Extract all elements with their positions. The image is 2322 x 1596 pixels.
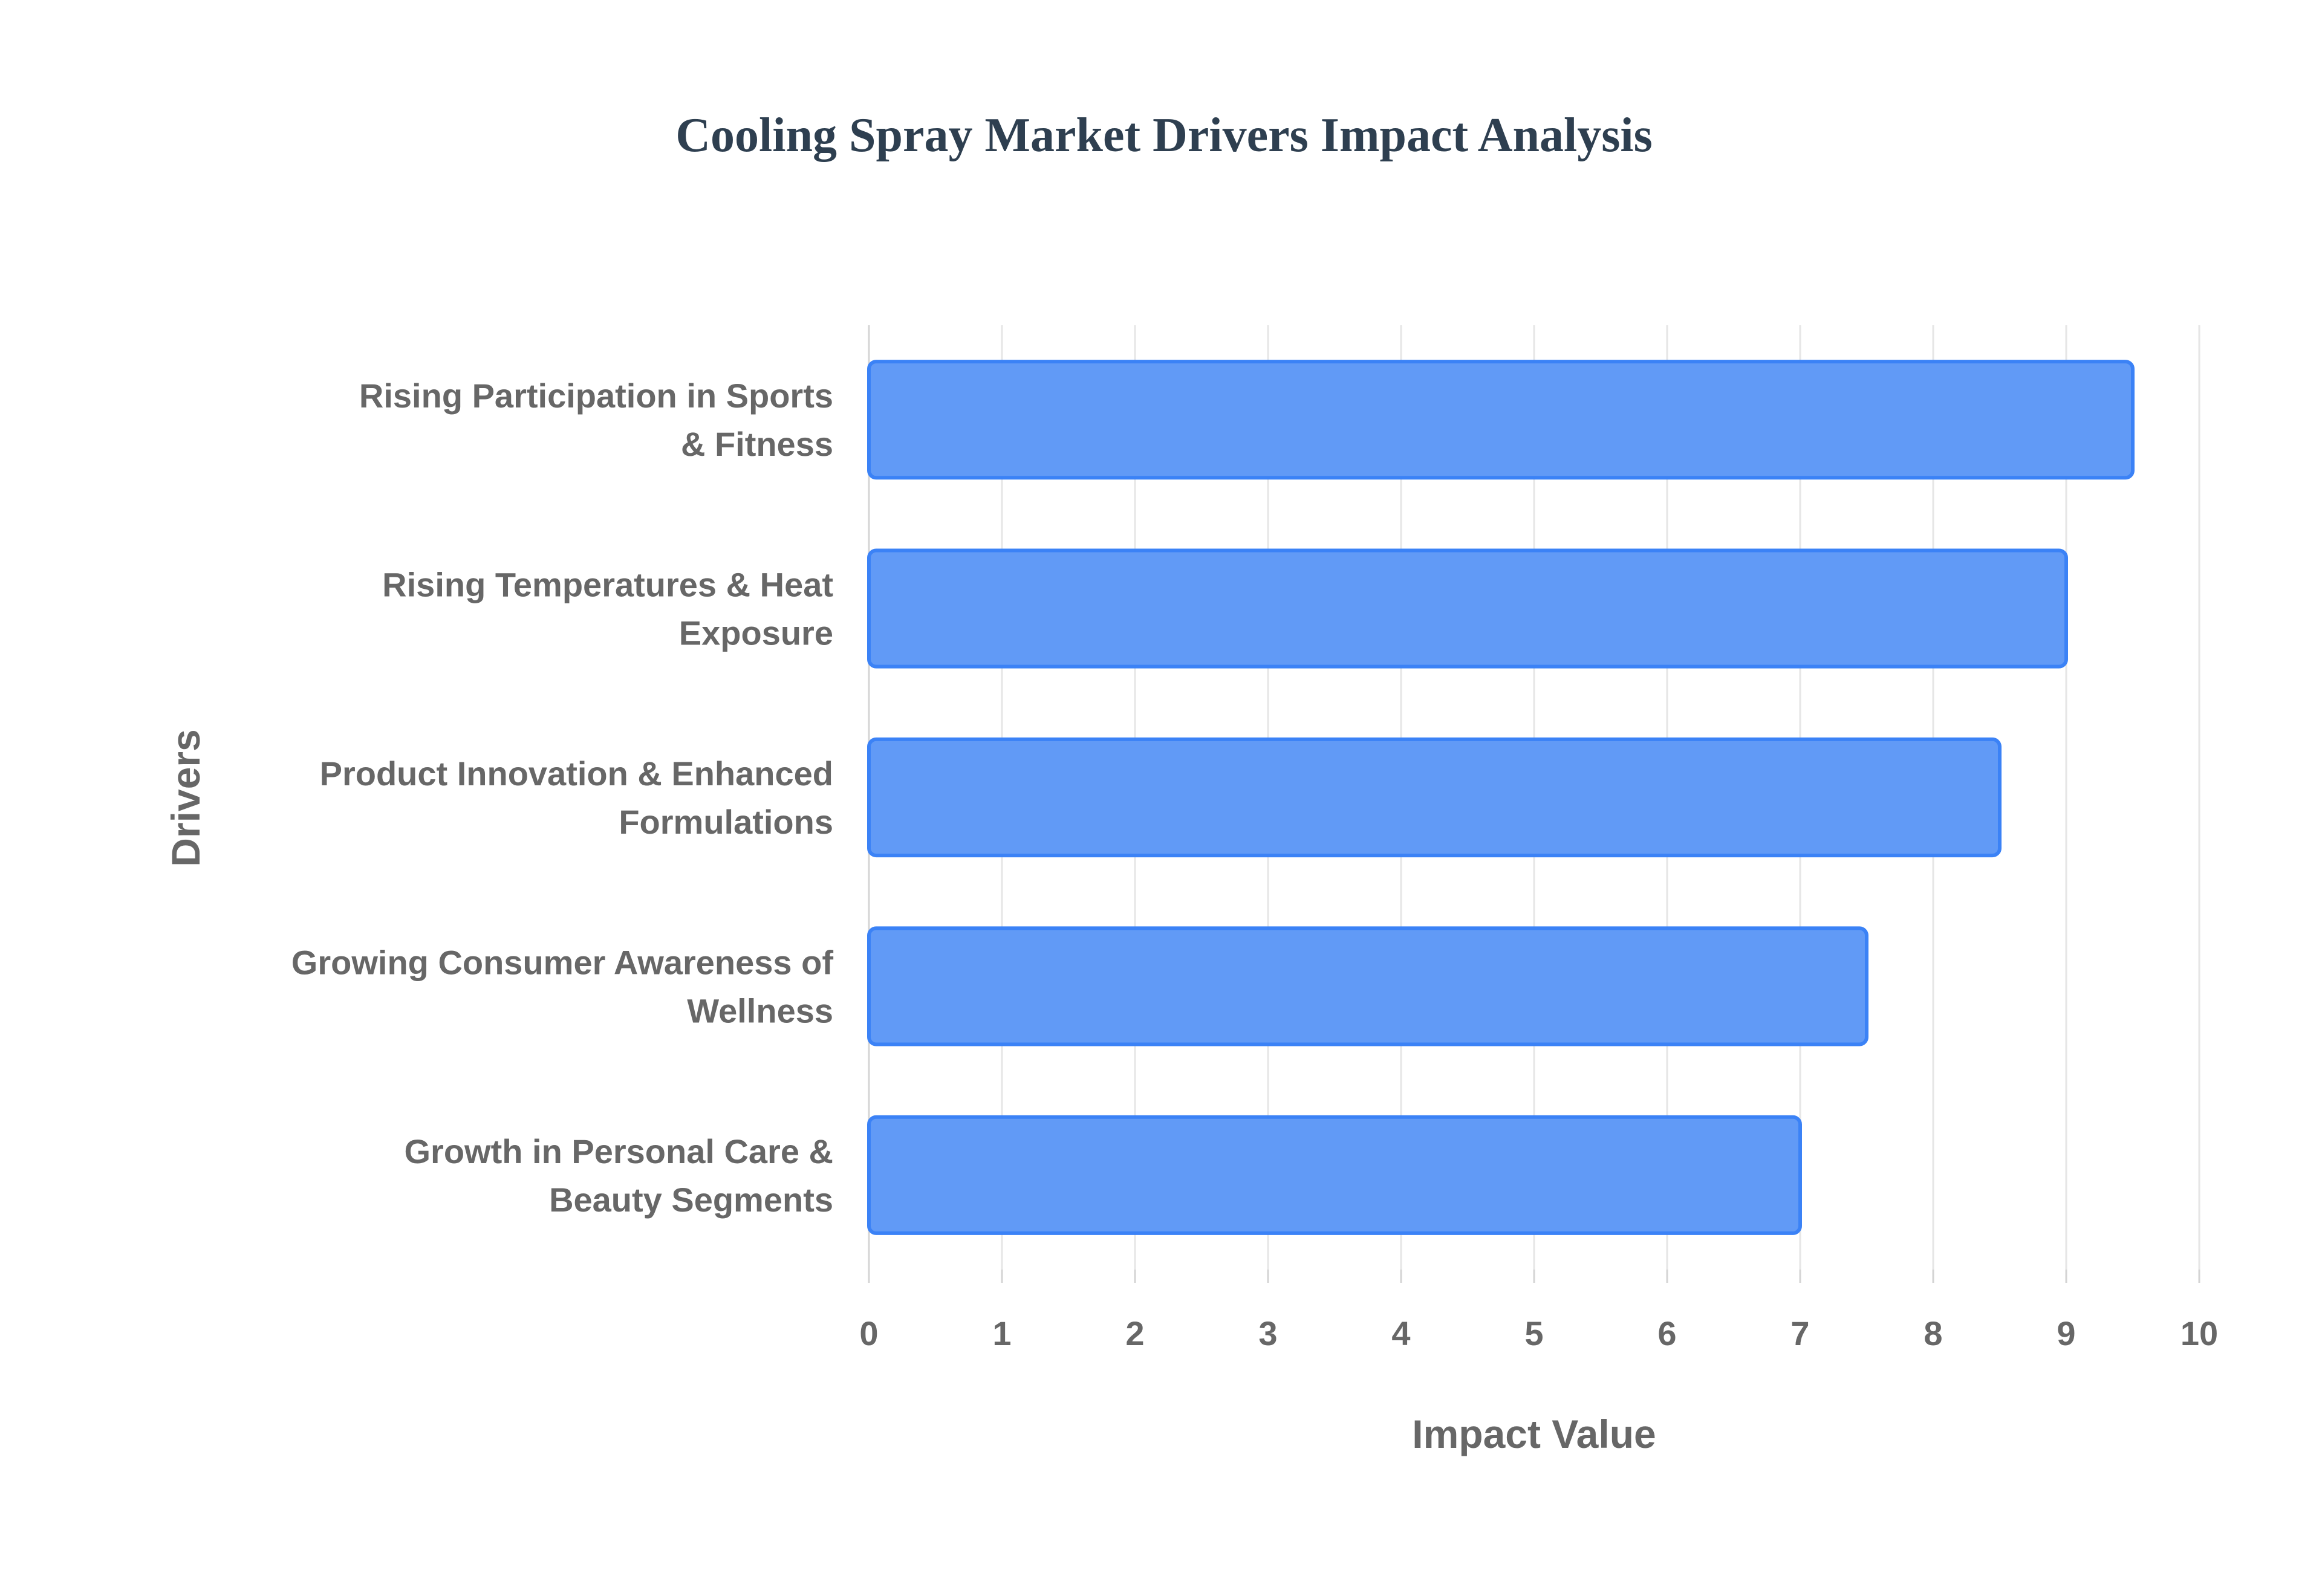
y-category-label-line: Rising Temperatures & Heat (382, 566, 833, 604)
bar (867, 926, 1868, 1046)
x-tick-label: 0 (859, 1314, 878, 1352)
bars (867, 360, 2135, 1235)
x-tick-label: 5 (1524, 1314, 1543, 1352)
y-category-label-line: Formulations (619, 803, 833, 841)
x-tick-label: 10 (2181, 1314, 2218, 1352)
x-tick-label: 4 (1391, 1314, 1410, 1352)
y-category-label-line: & Fitness (681, 425, 833, 463)
y-category-label-line: Growth in Personal Care & (405, 1132, 834, 1170)
chart-title: Cooling Spray Market Drivers Impact Anal… (675, 109, 1653, 162)
y-category-label-line: Wellness (687, 991, 833, 1030)
bar (867, 548, 2068, 669)
y-axis-labels: Rising Participation in Sports & FitnessR… (291, 377, 834, 1219)
x-tick-label: 7 (1790, 1314, 1809, 1352)
y-category-label-line: Beauty Segments (549, 1181, 833, 1219)
x-tick-label: 1 (992, 1314, 1011, 1352)
x-tick-label: 9 (2057, 1314, 2075, 1352)
y-category-label: Rising Temperatures & Heat Exposure (382, 566, 833, 652)
y-category-label: Growing Consumer Awareness of Wellness (291, 943, 834, 1030)
y-category-label-line: Exposure (679, 614, 833, 652)
x-tick-label: 2 (1125, 1314, 1144, 1352)
x-tick-label: 3 (1258, 1314, 1277, 1352)
bar (867, 360, 2135, 480)
y-category-label: Growth in Personal Care & Beauty Segments (405, 1132, 834, 1219)
x-axis-ticks: 0 1 2 3 4 5 6 7 8 9 10 (859, 1314, 2218, 1352)
y-category-label: Product Innovation & Enhanced Formulation… (320, 754, 833, 841)
bar (867, 1115, 1802, 1235)
y-axis-title: Drivers (163, 729, 208, 867)
y-category-label-line: Rising Participation in Sports (359, 377, 833, 415)
x-tick-label: 8 (1924, 1314, 1942, 1352)
y-category-label-line: Product Innovation & Enhanced (320, 754, 833, 793)
x-tick-label: 6 (1657, 1314, 1676, 1352)
y-category-label: Rising Participation in Sports & Fitness (359, 377, 833, 463)
bar (867, 737, 2002, 858)
y-category-label-line: Growing Consumer Awareness of (291, 943, 834, 981)
x-axis-title: Impact Value (1412, 1412, 1656, 1456)
